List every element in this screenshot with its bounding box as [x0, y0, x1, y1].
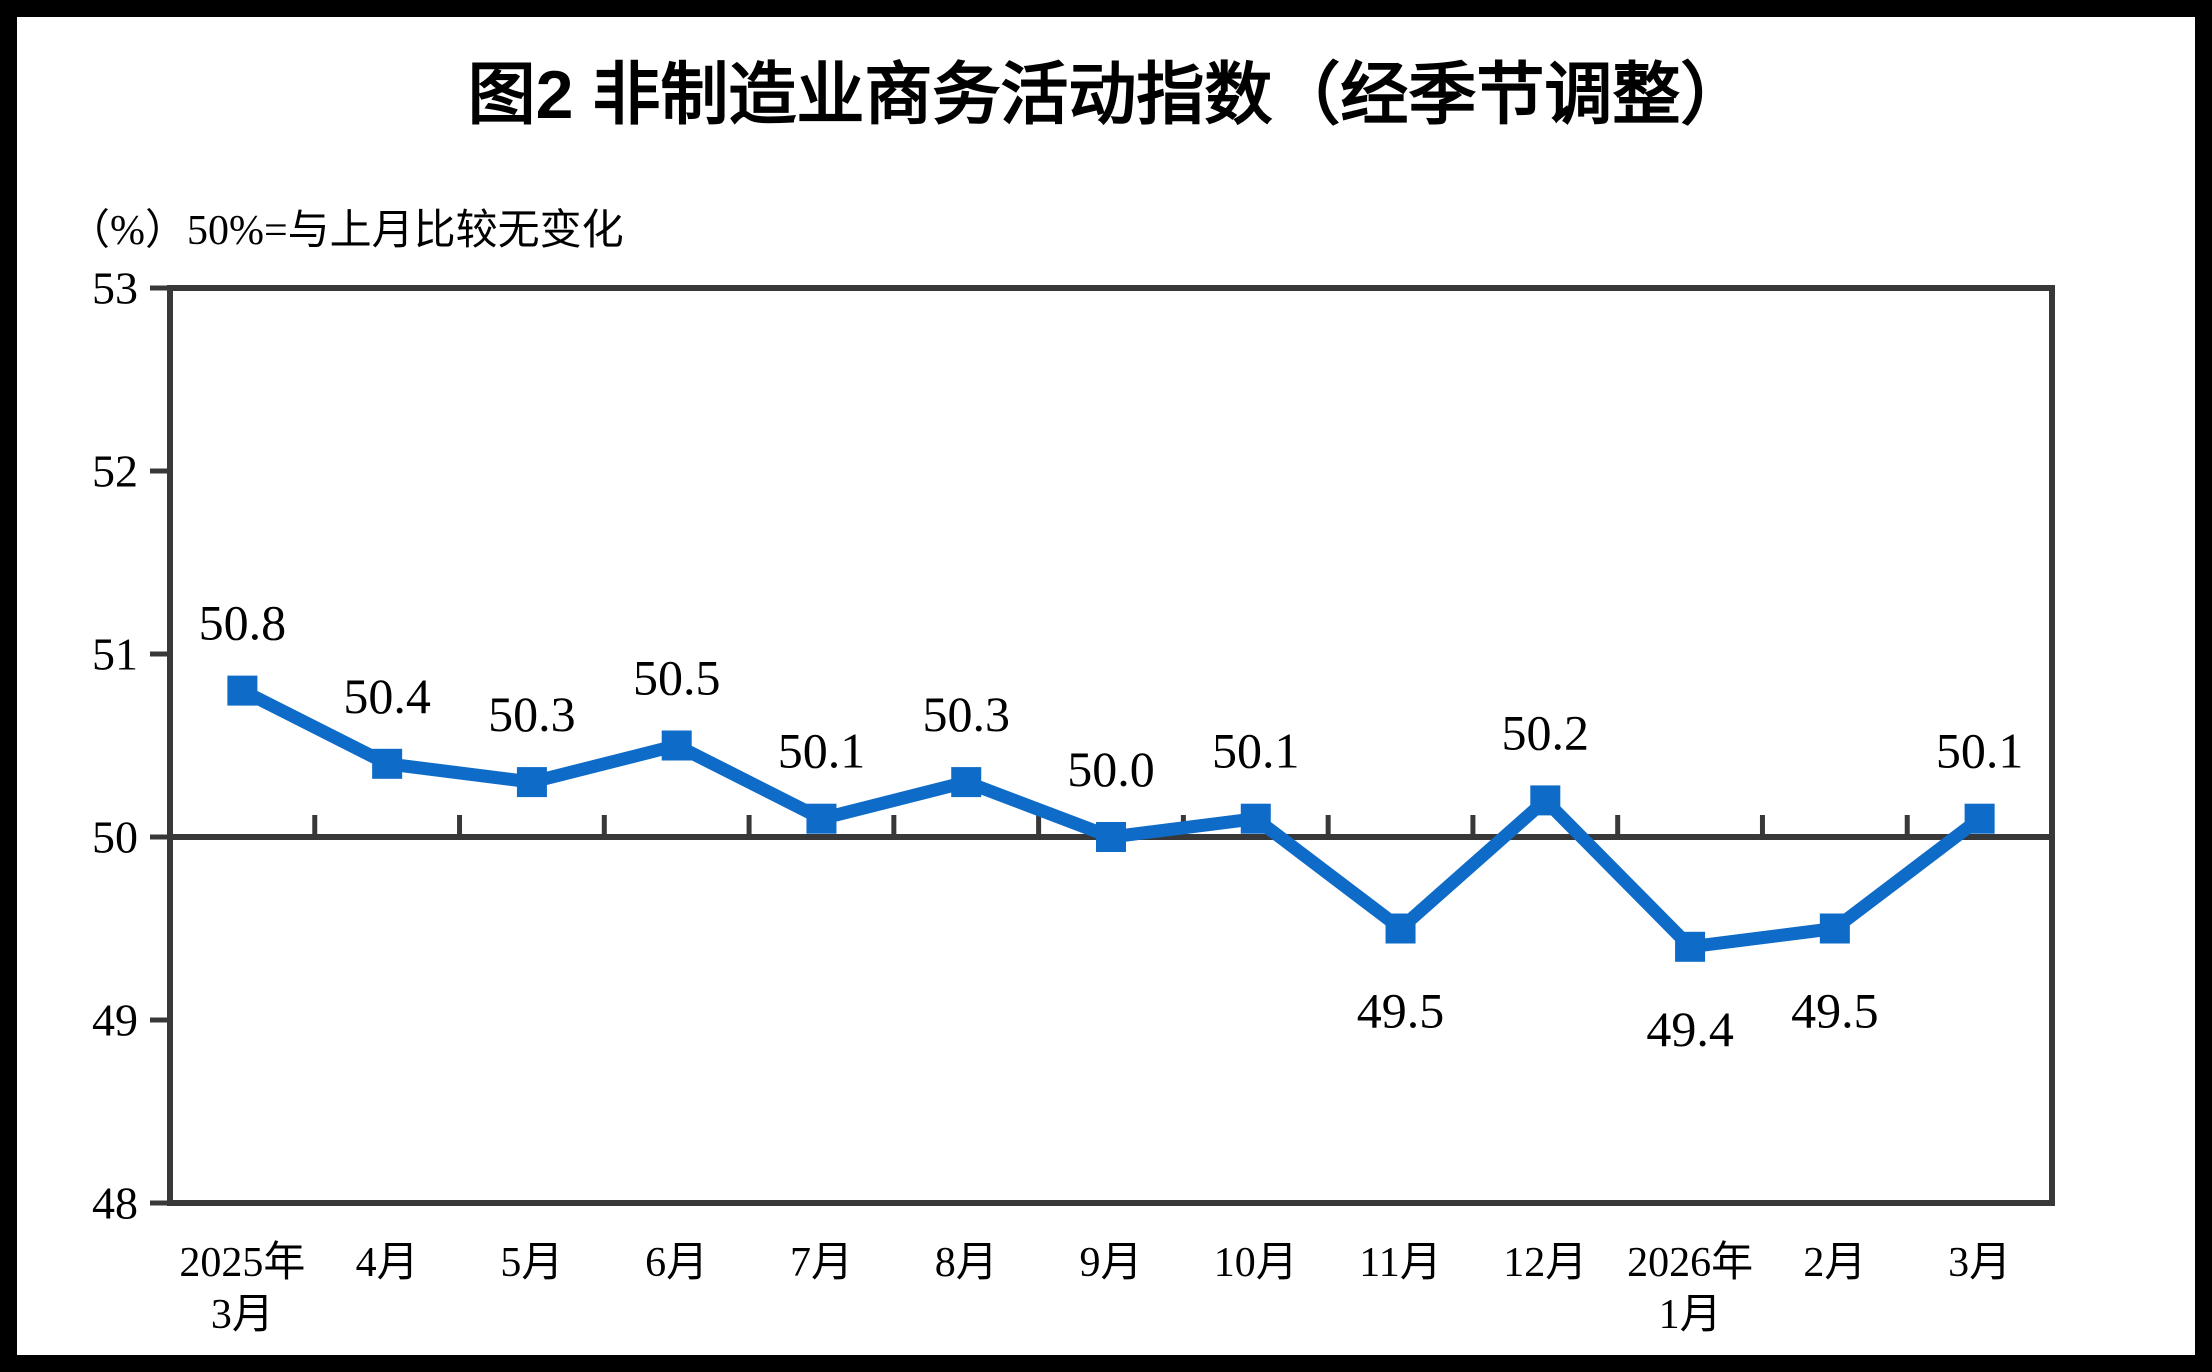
data-point-label: 50.3 — [922, 686, 1010, 742]
data-point-marker — [227, 675, 258, 706]
data-point-label: 50.1 — [1936, 723, 2024, 779]
data-point-label: 50.4 — [343, 668, 431, 724]
x-axis-label: 2026年 — [1627, 1239, 1753, 1286]
plot-area: 53 52 51 50 49 48 2025年 3月 4月 5月 6月 7月 8月 9月 10月 11月 12月… — [92, 263, 2055, 1338]
data-point-label: 50.1 — [1212, 723, 1300, 779]
data-point-label: 49.4 — [1646, 1001, 1734, 1057]
plot-border — [167, 285, 2055, 1206]
data-point-label: 50.5 — [633, 650, 721, 706]
x-axis-label: 11月 — [1359, 1240, 1441, 1286]
y-axis-label: 51 — [92, 629, 138, 680]
data-point-marker — [516, 767, 547, 798]
x-axis-label: 10月 — [1214, 1240, 1298, 1286]
y-axis-label: 48 — [92, 1178, 138, 1229]
data-point-marker — [1819, 913, 1850, 944]
x-axis-label: 2025年 — [179, 1239, 305, 1286]
x-axis-label: 6月 — [645, 1240, 708, 1286]
x-axis-label: 3月 — [211, 1292, 274, 1338]
data-point-marker — [661, 730, 692, 761]
y-axis-label: 52 — [92, 446, 138, 497]
chart-background — [17, 17, 2195, 1355]
x-axis-label: 9月 — [1079, 1240, 1142, 1286]
chart-title: 图2 非制造业商务活动指数（经季节调整） — [468, 57, 1749, 133]
x-axis-label: 12月 — [1503, 1240, 1587, 1286]
x-axis-label: 4月 — [356, 1240, 419, 1286]
x-axis-label: 5月 — [500, 1240, 563, 1286]
data-point-label: 49.5 — [1791, 983, 1879, 1039]
data-point-label: 50.3 — [488, 686, 576, 742]
data-point-marker — [951, 767, 982, 798]
y-axis-unit-note: （%）50%=与上月比较无变化 — [68, 207, 624, 254]
x-axis-label: 8月 — [935, 1240, 998, 1286]
data-point-label: 49.5 — [1357, 983, 1445, 1039]
data-point-marker — [1096, 822, 1126, 852]
data-point-marker — [372, 748, 403, 779]
data-point-marker — [1675, 931, 1706, 962]
data-point-marker — [1530, 785, 1561, 816]
y-axis-label: 53 — [92, 263, 138, 314]
data-point-marker — [806, 803, 837, 834]
data-point-marker — [1240, 803, 1271, 834]
data-point-label: 50.8 — [199, 595, 287, 651]
x-axis-label: 3月 — [1948, 1240, 2011, 1286]
x-axis-label: 2月 — [1803, 1240, 1866, 1286]
data-point-marker — [1385, 913, 1416, 944]
y-axis-label: 50 — [92, 812, 138, 863]
data-point-label: 50.0 — [1067, 741, 1155, 797]
x-axis-label: 1月 — [1659, 1292, 1722, 1338]
data-point-label: 50.2 — [1502, 704, 1590, 760]
data-point-marker — [1964, 803, 1995, 834]
x-axis-label: 7月 — [790, 1240, 853, 1286]
data-point-label: 50.1 — [778, 723, 866, 779]
y-axis-label: 49 — [92, 995, 138, 1046]
